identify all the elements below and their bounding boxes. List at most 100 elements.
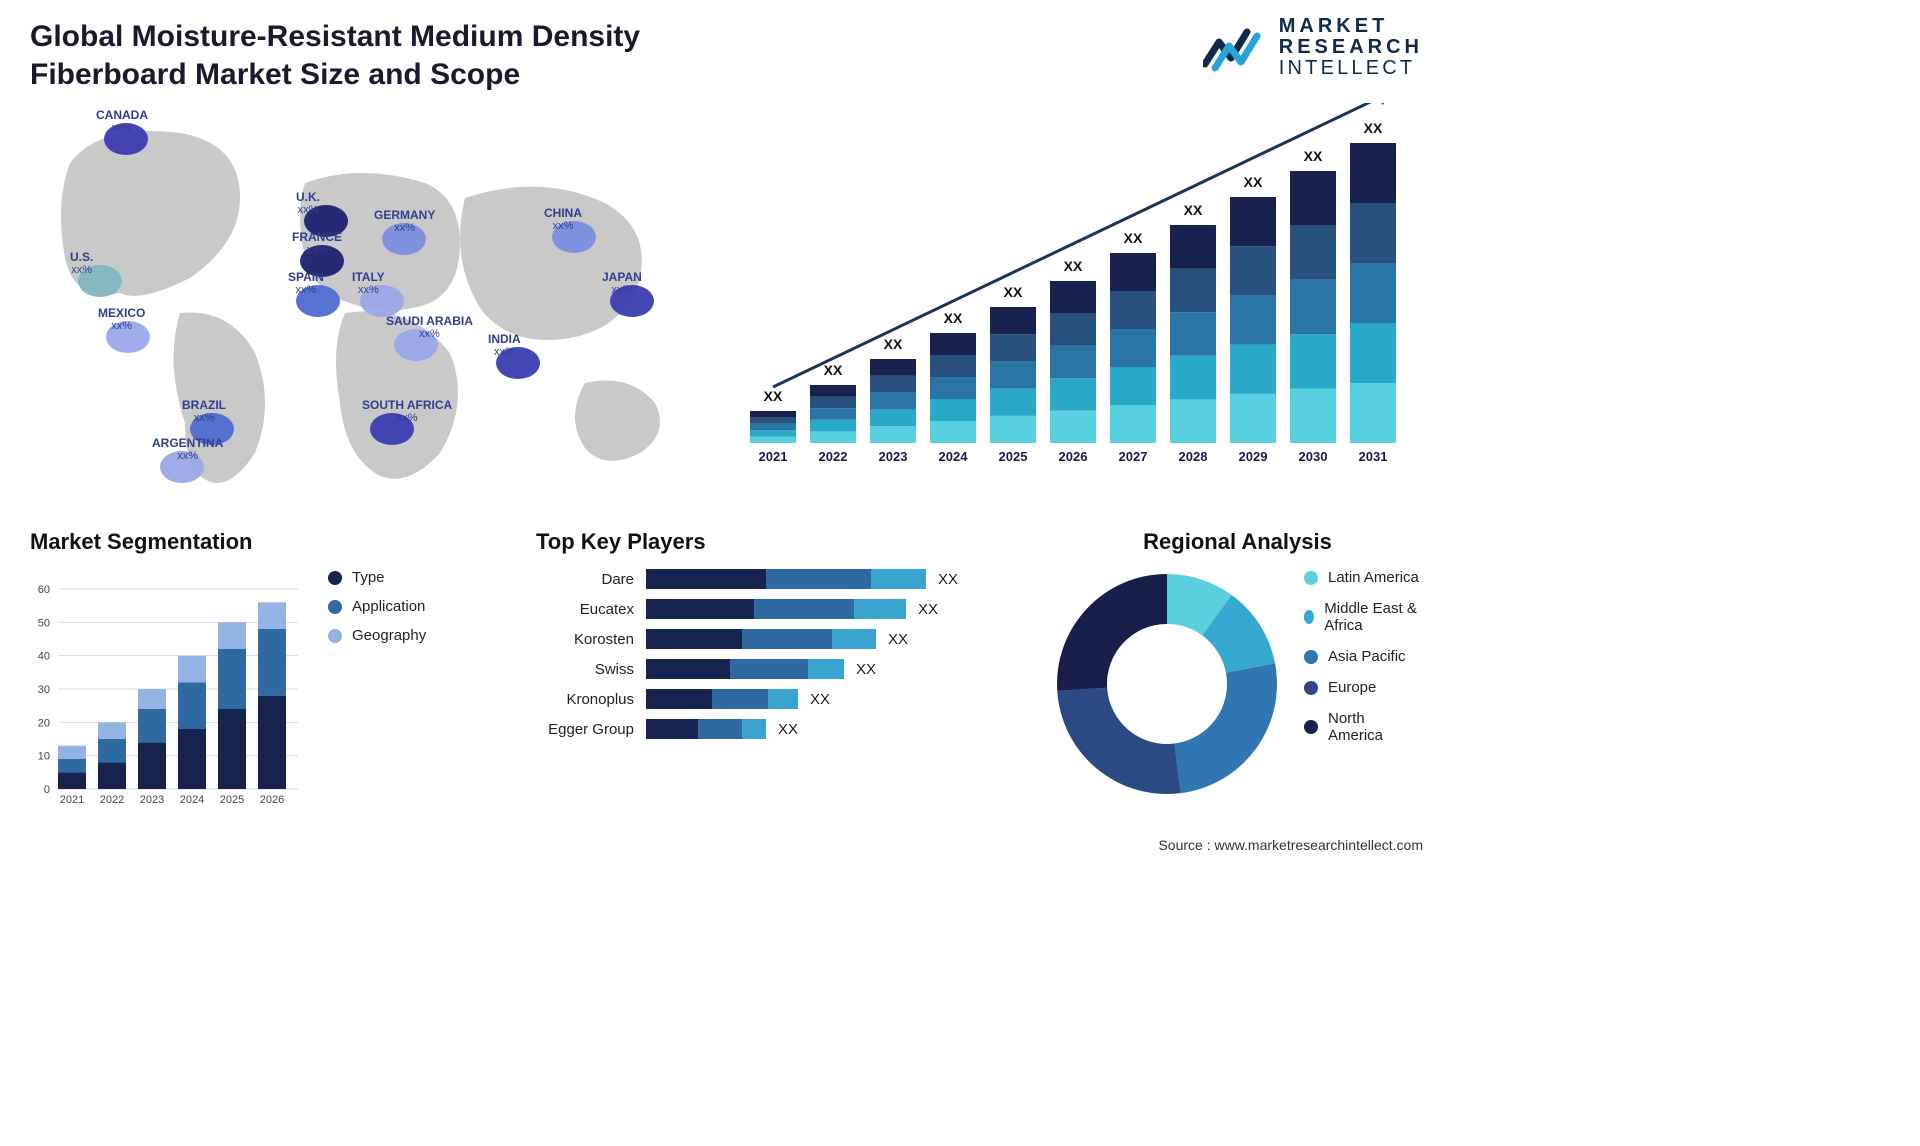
svg-text:XX: XX <box>1244 174 1263 190</box>
svg-text:2025: 2025 <box>999 449 1028 464</box>
segmentation-legend-item: Type <box>328 569 426 586</box>
map-country-label: INDIAxx% <box>488 333 521 358</box>
brand-logo: MARKET RESEARCH INTELLECT <box>1203 16 1423 79</box>
player-label: Egger Group <box>536 721 646 738</box>
player-value: XX <box>888 631 908 648</box>
regional-donut-svg <box>1052 569 1282 799</box>
map-country-label: BRAZILxx% <box>182 399 226 424</box>
world-map-svg <box>30 103 690 503</box>
svg-text:2023: 2023 <box>879 449 908 464</box>
player-row: Egger Group XX <box>536 719 1016 739</box>
map-country-label: FRANCExx% <box>292 231 342 256</box>
player-value: XX <box>918 601 938 618</box>
player-bar <box>646 569 926 589</box>
map-country-label: GERMANYxx% <box>374 209 435 234</box>
key-players-title: Top Key Players <box>536 529 1016 555</box>
svg-text:40: 40 <box>38 651 50 663</box>
player-row: Korosten XX <box>536 629 1016 649</box>
regional-legend: Latin America Middle East & Africa Asia Pa… <box>1304 569 1423 758</box>
player-value: XX <box>778 721 798 738</box>
svg-text:60: 60 <box>38 584 50 596</box>
svg-text:2027: 2027 <box>1119 449 1148 464</box>
svg-text:2025: 2025 <box>220 794 244 806</box>
page-title: Global Moisture-Resistant Medium Density… <box>0 0 780 93</box>
segmentation-chart-svg: 0102030405060202120222023202420252026 <box>30 569 310 819</box>
svg-text:2022: 2022 <box>819 449 848 464</box>
map-country-label: U.S.xx% <box>70 251 93 276</box>
svg-text:XX: XX <box>944 310 963 326</box>
map-country-label: JAPANxx% <box>602 271 642 296</box>
regional-legend-item: Asia Pacific <box>1304 648 1423 665</box>
segmentation-legend-item: Application <box>328 598 426 615</box>
player-row: Swiss XX <box>536 659 1016 679</box>
player-bar <box>646 629 876 649</box>
player-bar <box>646 659 844 679</box>
player-row: Eucatex XX <box>536 599 1016 619</box>
map-country-label: CANADAxx% <box>96 109 148 134</box>
svg-text:2031: 2031 <box>1359 449 1388 464</box>
svg-text:XX: XX <box>884 336 903 352</box>
source-text: Source : www.marketresearchintellect.com <box>1158 837 1423 853</box>
map-country-label: ITALYxx% <box>352 271 385 296</box>
svg-text:2024: 2024 <box>180 794 204 806</box>
regional-legend-item: North America <box>1304 710 1423 744</box>
logo-mark-icon <box>1203 24 1269 72</box>
svg-text:2028: 2028 <box>1179 449 1208 464</box>
segmentation-legend-item: Geography <box>328 627 426 644</box>
segmentation-section: Market Segmentation 01020304050602021202… <box>30 529 500 824</box>
svg-text:XX: XX <box>1364 120 1383 136</box>
map-country-label: ARGENTINAxx% <box>152 437 223 462</box>
player-bar <box>646 599 906 619</box>
player-value: XX <box>856 661 876 678</box>
player-value: XX <box>810 691 830 708</box>
svg-text:XX: XX <box>824 362 843 378</box>
segmentation-legend: Type Application Geography <box>328 569 426 824</box>
svg-text:50: 50 <box>38 617 50 629</box>
logo-text-3: INTELLECT <box>1279 58 1423 79</box>
growth-bar-chart: 2021XX2022XX2023XX2024XX2025XX2026XX2027… <box>730 103 1430 503</box>
svg-text:XX: XX <box>1304 148 1323 164</box>
logo-text-1: MARKET <box>1279 16 1423 37</box>
player-label: Swiss <box>536 661 646 678</box>
key-players-section: Top Key Players Dare XX Eucatex XX Korosten X… <box>536 529 1016 824</box>
svg-text:XX: XX <box>764 388 783 404</box>
player-label: Eucatex <box>536 601 646 618</box>
svg-text:XX: XX <box>1184 202 1203 218</box>
svg-text:2026: 2026 <box>260 794 284 806</box>
svg-text:10: 10 <box>38 751 50 763</box>
regional-legend-item: Middle East & Africa <box>1304 600 1423 634</box>
player-label: Kronoplus <box>536 691 646 708</box>
svg-text:2023: 2023 <box>140 794 164 806</box>
regional-legend-item: Latin America <box>1304 569 1423 586</box>
regional-legend-item: Europe <box>1304 679 1423 696</box>
logo-text-2: RESEARCH <box>1279 37 1423 58</box>
player-label: Dare <box>536 571 646 588</box>
map-country-label: SOUTH AFRICAxx% <box>362 399 452 424</box>
svg-text:2022: 2022 <box>100 794 124 806</box>
map-country-label: CHINAxx% <box>544 207 582 232</box>
svg-text:XX: XX <box>1004 284 1023 300</box>
svg-text:2021: 2021 <box>60 794 84 806</box>
player-bar <box>646 689 798 709</box>
svg-text:2029: 2029 <box>1239 449 1268 464</box>
svg-text:20: 20 <box>38 717 50 729</box>
player-row: Kronoplus XX <box>536 689 1016 709</box>
players-list: DareXXEucatexXXKorostenXXSwissXXKronoplu… <box>536 569 1016 739</box>
svg-text:XX: XX <box>1124 230 1143 246</box>
svg-text:2026: 2026 <box>1059 449 1088 464</box>
svg-text:2030: 2030 <box>1299 449 1328 464</box>
map-country-label: MEXICOxx% <box>98 307 145 332</box>
player-value: XX <box>938 571 958 588</box>
svg-text:30: 30 <box>38 684 50 696</box>
segmentation-title: Market Segmentation <box>30 529 500 555</box>
map-country-label: SPAINxx% <box>288 271 324 296</box>
svg-text:XX: XX <box>1064 258 1083 274</box>
regional-title: Regional Analysis <box>1052 529 1423 555</box>
map-country-label: U.K.xx% <box>296 191 320 216</box>
svg-text:2021: 2021 <box>759 449 788 464</box>
player-row: Dare XX <box>536 569 1016 589</box>
player-bar <box>646 719 766 739</box>
growth-chart-svg: 2021XX2022XX2023XX2024XX2025XX2026XX2027… <box>730 103 1430 483</box>
map-country-label: SAUDI ARABIAxx% <box>386 315 473 340</box>
player-label: Korosten <box>536 631 646 648</box>
